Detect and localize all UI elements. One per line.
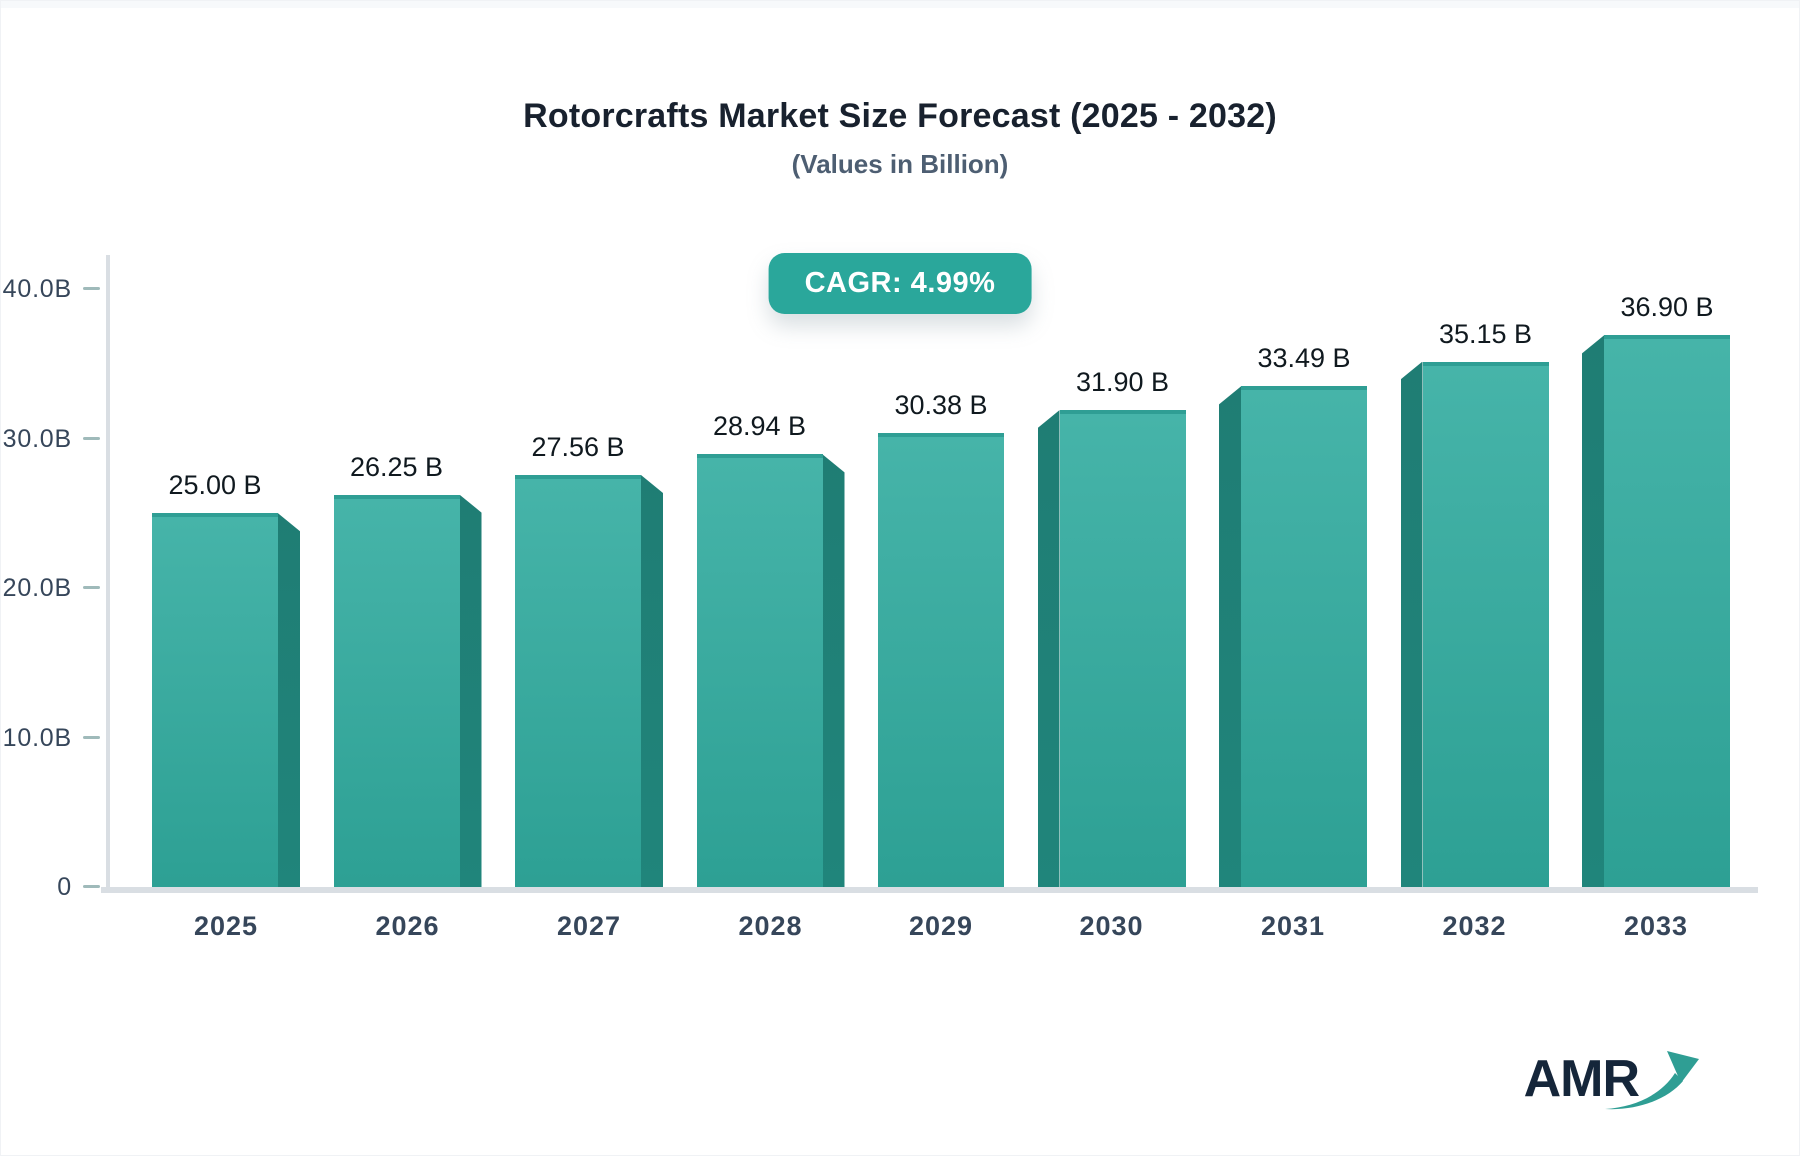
x-axis-label: 2028 [738, 911, 803, 941]
cagr-badge-label: CAGR: 4.99% [804, 267, 996, 299]
bar-slot-2025: 25.00 B 2025 [152, 470, 300, 941]
y-axis-line [106, 255, 110, 887]
bar-bevel [1219, 386, 1241, 887]
y-tick-dash [83, 287, 100, 290]
bar-value-label: 26.25 B [349, 451, 444, 482]
bar-bevel [459, 494, 482, 887]
x-axis-label: 2033 [1623, 911, 1689, 941]
y-tick-label: 30.0B [2, 424, 72, 453]
chart-subtitle: (Values in Billion) [791, 149, 1009, 179]
bar-slot-2030: 31.90 B 2030 [1037, 367, 1186, 941]
bar-face [1604, 335, 1730, 887]
bar-value-label: 31.90 B [1075, 367, 1170, 398]
bar-slot-2033: 36.90 B 2033 [1582, 292, 1730, 941]
bar-bevel [1037, 410, 1060, 887]
y-tick-label: 40.0B [2, 275, 72, 303]
y-tick-label: 0 [57, 873, 72, 901]
bar-face [152, 513, 278, 887]
x-axis-label: 2031 [1260, 911, 1326, 941]
bar-face [878, 432, 1004, 887]
bar-value-label: 27.56 B [531, 431, 625, 462]
bar-bevel [1582, 335, 1604, 887]
x-axis-label: 2025 [193, 911, 259, 941]
bar-value-label: 35.15 B [1438, 318, 1533, 349]
y-tick-dash [83, 735, 100, 739]
bar-face [696, 454, 823, 887]
bar-value-label: 25.00 B [168, 470, 262, 501]
bar-slot-2031: 33.49 B 2031 [1219, 343, 1367, 941]
bar-face [1059, 410, 1186, 887]
bar-value-label: 33.49 B [1257, 343, 1351, 374]
y-tick-dash [83, 586, 100, 589]
x-axis-label: 2027 [556, 911, 622, 941]
bar-face [333, 494, 460, 887]
y-tick-dash [83, 436, 100, 440]
bar-slot-2032: 35.15 B 2032 [1400, 319, 1549, 941]
chart-title: Rotorcrafts Market Size Forecast (2025 -… [523, 97, 1277, 135]
amr-logo: AMR [1523, 1047, 1701, 1110]
x-axis-label: 2026 [375, 911, 440, 941]
bar-value-label: 28.94 B [712, 411, 807, 442]
bar-bevel [278, 513, 300, 887]
y-axis: 40.0B 30.0B 20.0B 10.0B 0 [1, 275, 106, 901]
plot-area: 25.00 B 2025 26.25 B 2026 27.56 B 2027 28.94 B… [101, 255, 1758, 941]
bar-slot-2028: 28.94 B 2028 [696, 411, 845, 941]
bar-face [1422, 361, 1549, 887]
bar-value-label: 30.38 B [894, 389, 988, 420]
bar-face [515, 474, 641, 887]
bar-slot-2029: 30.38 B 2029 [878, 390, 1004, 941]
bars: 25.00 B 2025 26.25 B 2026 27.56 B 2027 28.94 B… [110, 289, 1756, 941]
y-tick-label: 20.0B [2, 574, 72, 602]
growth-arrow-icon [1605, 1051, 1699, 1110]
y-tick-label: 10.0B [2, 723, 72, 752]
y-tick-dash [83, 885, 100, 888]
bar-slot-2027: 27.56 B 2027 [515, 432, 663, 941]
bar-chart: 40.0B 30.0B 20.0B 10.0B 0 25.00 B 2025 26.25 B… [1, 255, 1800, 941]
bar-value-label: 36.90 B [1620, 292, 1714, 323]
x-axis-line [101, 887, 1758, 893]
amr-logo-text: AMR [1523, 1050, 1640, 1108]
bar-slot-2026: 26.25 B 2026 [333, 452, 482, 941]
x-axis-label: 2029 [908, 911, 974, 941]
bar-face [1241, 386, 1367, 887]
bar-bevel [641, 474, 663, 887]
bar-bevel [822, 454, 845, 887]
x-axis-label: 2030 [1079, 911, 1144, 941]
cagr-badge: CAGR: 4.99% [768, 253, 1032, 314]
x-axis-label: 2032 [1442, 911, 1507, 941]
bar-bevel [1400, 361, 1423, 887]
top-strip [1, 1, 1799, 8]
